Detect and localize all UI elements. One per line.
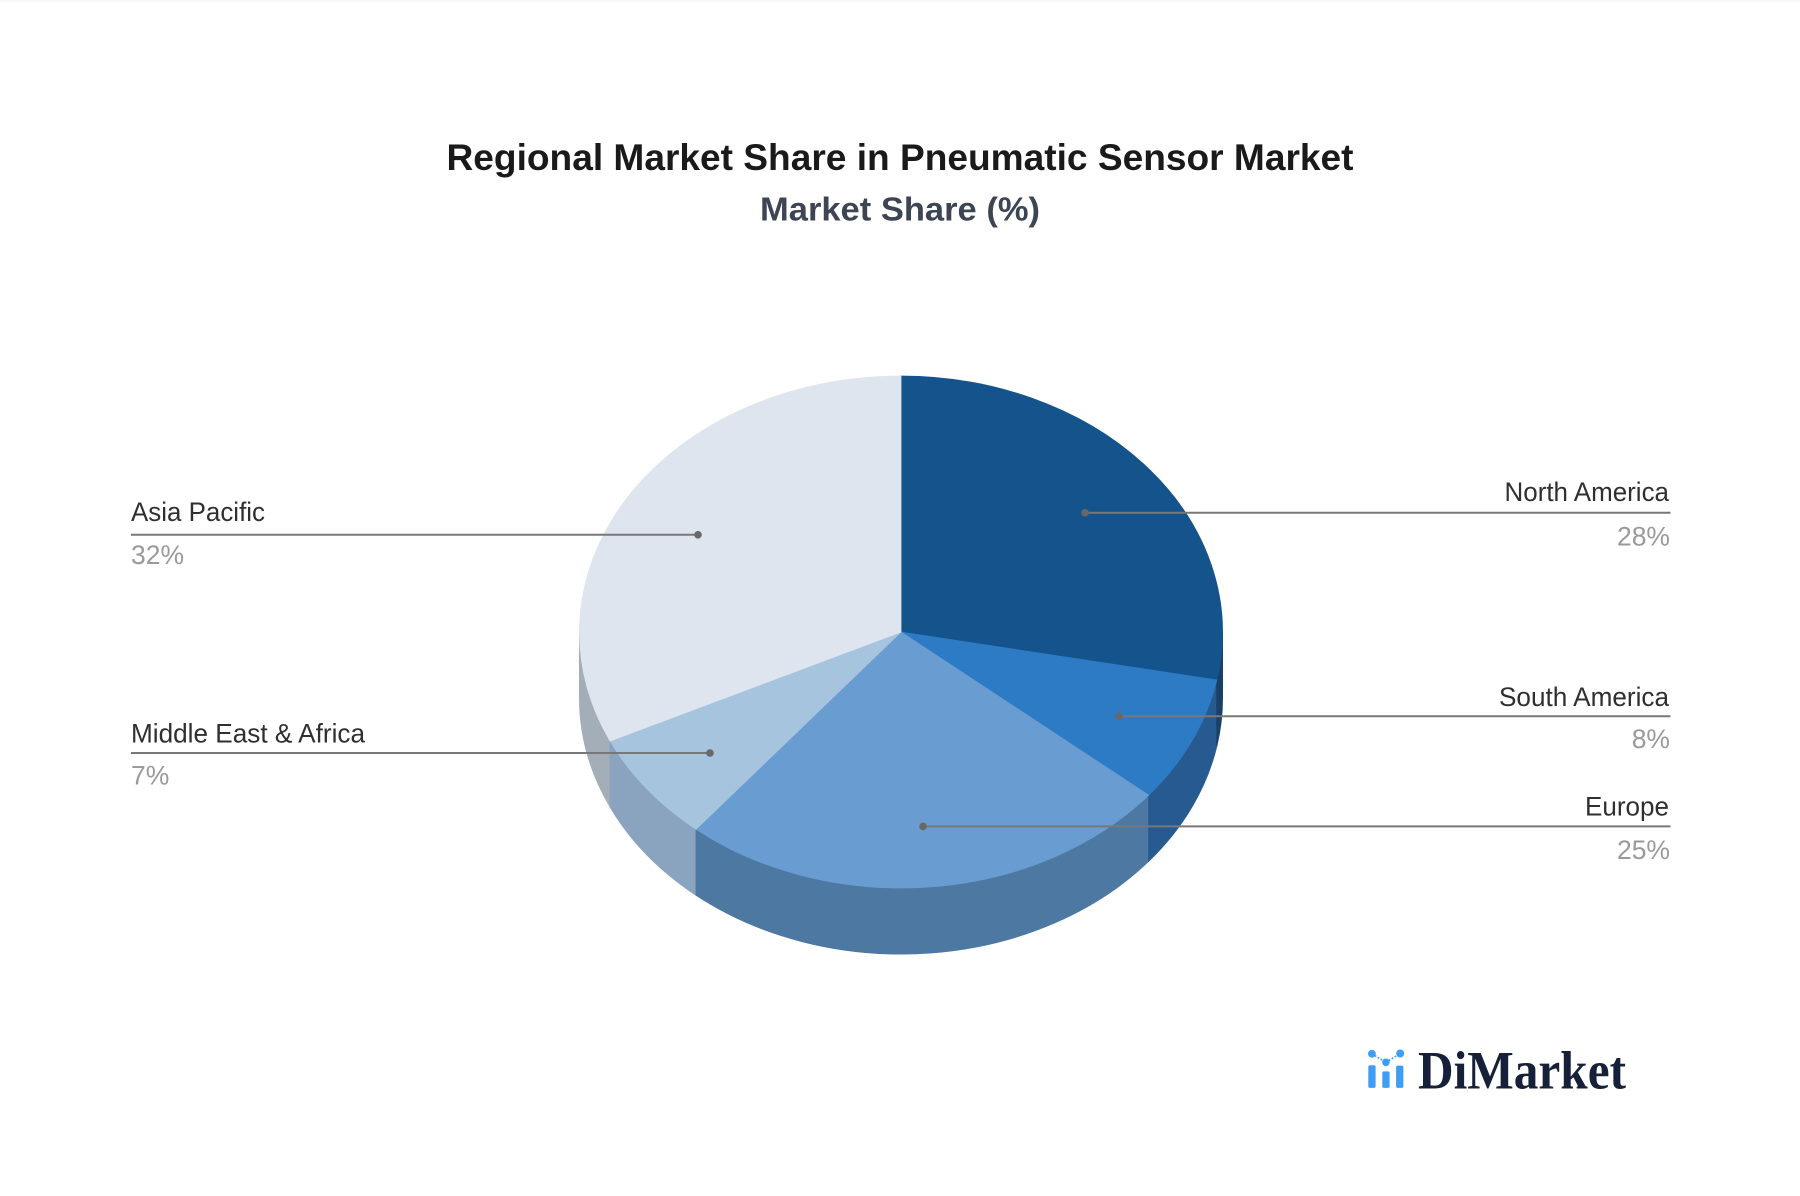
svg-text:25%: 25%: [1617, 835, 1670, 865]
svg-text:South America: South America: [1499, 682, 1670, 712]
svg-text:Regional Market Share in Pneum: Regional Market Share in Pneumatic Senso…: [447, 136, 1354, 178]
svg-text:Europe: Europe: [1585, 791, 1669, 821]
svg-text:28%: 28%: [1617, 522, 1670, 552]
svg-text:Asia Pacific: Asia Pacific: [131, 497, 265, 527]
svg-text:8%: 8%: [1632, 724, 1670, 754]
svg-text:7%: 7%: [131, 760, 169, 790]
svg-text:North America: North America: [1505, 477, 1670, 507]
svg-text:DiMarket: DiMarket: [1418, 1041, 1626, 1101]
svg-text:Middle East & Africa: Middle East & Africa: [131, 718, 366, 748]
svg-text:Market Share (%): Market Share (%): [760, 191, 1040, 228]
svg-text:32%: 32%: [131, 540, 184, 570]
